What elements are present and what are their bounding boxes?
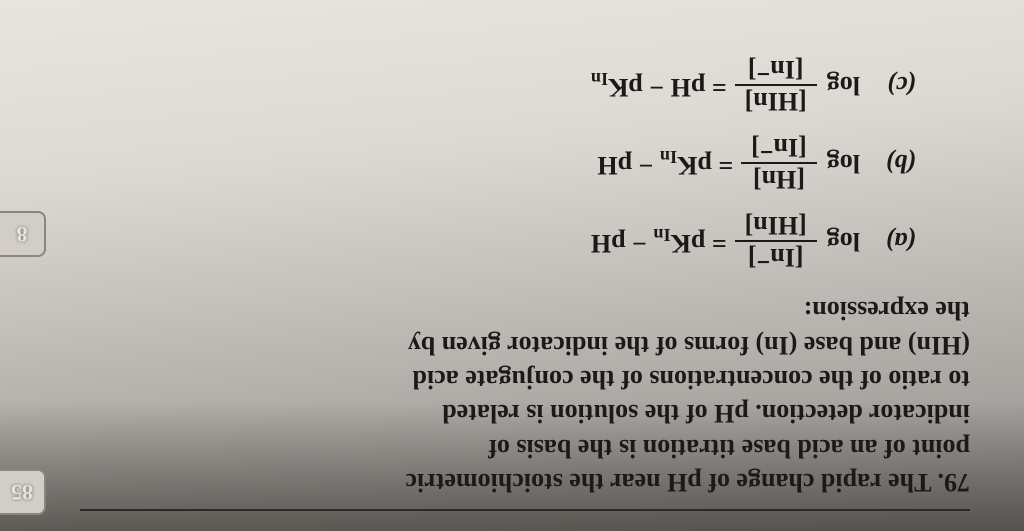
question-line-2: indicator detection. pH of the solution …	[442, 399, 970, 428]
option-a: (a) log [In⁻] [HIn] = pKIn − pH	[80, 207, 916, 275]
option-c-rhs-b-sub: In	[591, 69, 608, 89]
page-root: 85 8 79. The rapid change of pH near the…	[0, 0, 1024, 531]
option-b-label: (b)	[860, 148, 916, 178]
option-a-log: log	[827, 226, 860, 256]
option-b-rhs-a-sub: In	[660, 147, 677, 167]
content-block: 79. The rapid change of pH near the stoi…	[80, 41, 970, 511]
option-a-fraction: [In⁻] [HIn]	[735, 210, 817, 272]
option-c-rhs: = pH − pKIn	[591, 68, 727, 102]
fraction-bar	[741, 162, 817, 165]
option-a-rhs-a: pK	[671, 229, 706, 258]
fraction-bar	[735, 84, 817, 87]
option-a-rhs-a-sub: In	[653, 225, 670, 245]
option-c-fraction: [HIn] [In⁻]	[735, 54, 817, 116]
page-tab-top: 85	[0, 469, 46, 515]
option-c: (c) log [HIn] [In⁻] = pH − pKIn	[80, 51, 916, 119]
question-line-5: the expression:	[804, 296, 970, 325]
option-c-log: log	[827, 70, 860, 100]
option-b-num: [Hn]	[743, 164, 815, 194]
option-b-op: −	[632, 151, 660, 180]
option-b-rhs: = pKIn − pH	[597, 146, 733, 180]
option-a-den: [HIn]	[735, 210, 817, 240]
option-c-rhs-a: pH	[671, 73, 706, 102]
question-stem: 79. The rapid change of pH near the stoi…	[80, 293, 970, 499]
option-a-rhs-b: pH	[591, 229, 626, 258]
option-b-fraction: [Hn] [In⁻]	[741, 132, 817, 194]
option-a-rhs: = pKIn − pH	[591, 224, 727, 258]
option-a-label: (a)	[860, 226, 916, 256]
question-line-1: point of an acid base titration is the b…	[488, 434, 970, 463]
option-a-op: −	[626, 229, 654, 258]
question-line-3: to ratio of the concentrations of the co…	[413, 365, 970, 394]
fraction-bar	[735, 240, 817, 243]
option-b: (b) log [Hn] [In⁻] = pKIn − pH	[80, 129, 916, 197]
option-b-rhs-b: pH	[597, 151, 632, 180]
option-b-log: log	[827, 148, 860, 178]
option-a-num: [In⁻]	[738, 242, 814, 272]
question-number: 79.	[938, 468, 971, 497]
option-b-rhs-a: pK	[677, 151, 712, 180]
horizontal-rule	[80, 509, 970, 511]
option-b-den: [In⁻]	[741, 132, 817, 162]
options-list: (a) log [In⁻] [HIn] = pKIn − pH (b) log …	[80, 51, 916, 275]
option-c-rhs-b: pK	[608, 73, 643, 102]
question-line-4: (HIn) and base (In) forms of the indicat…	[408, 331, 970, 360]
page-tab-mid: 8	[0, 211, 46, 257]
option-c-op: −	[643, 73, 671, 102]
option-c-den: [In⁻]	[738, 54, 814, 84]
question-line-0: The rapid change of pH near the stoichio…	[405, 468, 931, 497]
option-c-num: [HIn]	[735, 86, 817, 116]
option-c-label: (c)	[860, 70, 916, 100]
